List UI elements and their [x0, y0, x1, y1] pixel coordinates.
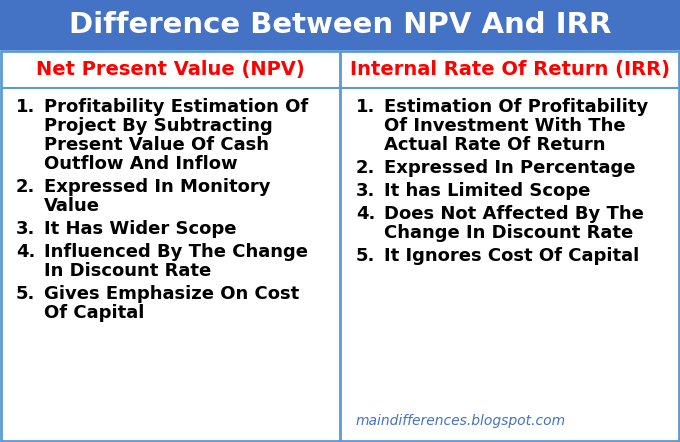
Text: 3.: 3.	[356, 182, 375, 200]
Text: Expressed In Percentage: Expressed In Percentage	[384, 159, 636, 177]
Text: Gives Emphasize On Cost: Gives Emphasize On Cost	[44, 285, 299, 303]
Text: Change In Discount Rate: Change In Discount Rate	[384, 224, 633, 242]
Text: 2.: 2.	[356, 159, 375, 177]
Text: Does Not Affected By The: Does Not Affected By The	[384, 205, 644, 223]
Text: Estimation Of Profitability: Estimation Of Profitability	[384, 98, 648, 116]
Text: 5.: 5.	[356, 247, 375, 265]
Text: 5.: 5.	[16, 285, 35, 303]
Text: It has Limited Scope: It has Limited Scope	[384, 182, 590, 200]
Text: Actual Rate Of Return: Actual Rate Of Return	[384, 136, 605, 154]
Text: 4.: 4.	[16, 243, 35, 261]
Text: Value: Value	[44, 197, 100, 215]
Text: Net Present Value (NPV): Net Present Value (NPV)	[35, 60, 305, 79]
Text: It Ignores Cost Of Capital: It Ignores Cost Of Capital	[384, 247, 639, 265]
Text: 1.: 1.	[356, 98, 375, 116]
Text: 2.: 2.	[16, 178, 35, 196]
Text: Difference Between NPV And IRR: Difference Between NPV And IRR	[69, 11, 611, 39]
Text: Influenced By The Change: Influenced By The Change	[44, 243, 308, 261]
Text: Of Investment With The: Of Investment With The	[384, 117, 626, 135]
Text: Outflow And Inflow: Outflow And Inflow	[44, 155, 237, 173]
Text: Project By Subtracting: Project By Subtracting	[44, 117, 273, 135]
Text: Internal Rate Of Return (IRR): Internal Rate Of Return (IRR)	[350, 60, 670, 79]
Bar	[0, 0, 680, 50]
Text: It Has Wider Scope: It Has Wider Scope	[44, 220, 237, 238]
Bar	[1, 51, 679, 441]
Text: maindifferences.blogspot.com: maindifferences.blogspot.com	[356, 414, 566, 428]
Text: 1.: 1.	[16, 98, 35, 116]
Text: Profitability Estimation Of: Profitability Estimation Of	[44, 98, 308, 116]
Text: 4.: 4.	[356, 205, 375, 223]
Text: 3.: 3.	[16, 220, 35, 238]
Text: Present Value Of Cash: Present Value Of Cash	[44, 136, 269, 154]
Text: In Discount Rate: In Discount Rate	[44, 262, 211, 280]
Text: Of Capital: Of Capital	[44, 304, 144, 322]
Text: Expressed In Monitory: Expressed In Monitory	[44, 178, 271, 196]
